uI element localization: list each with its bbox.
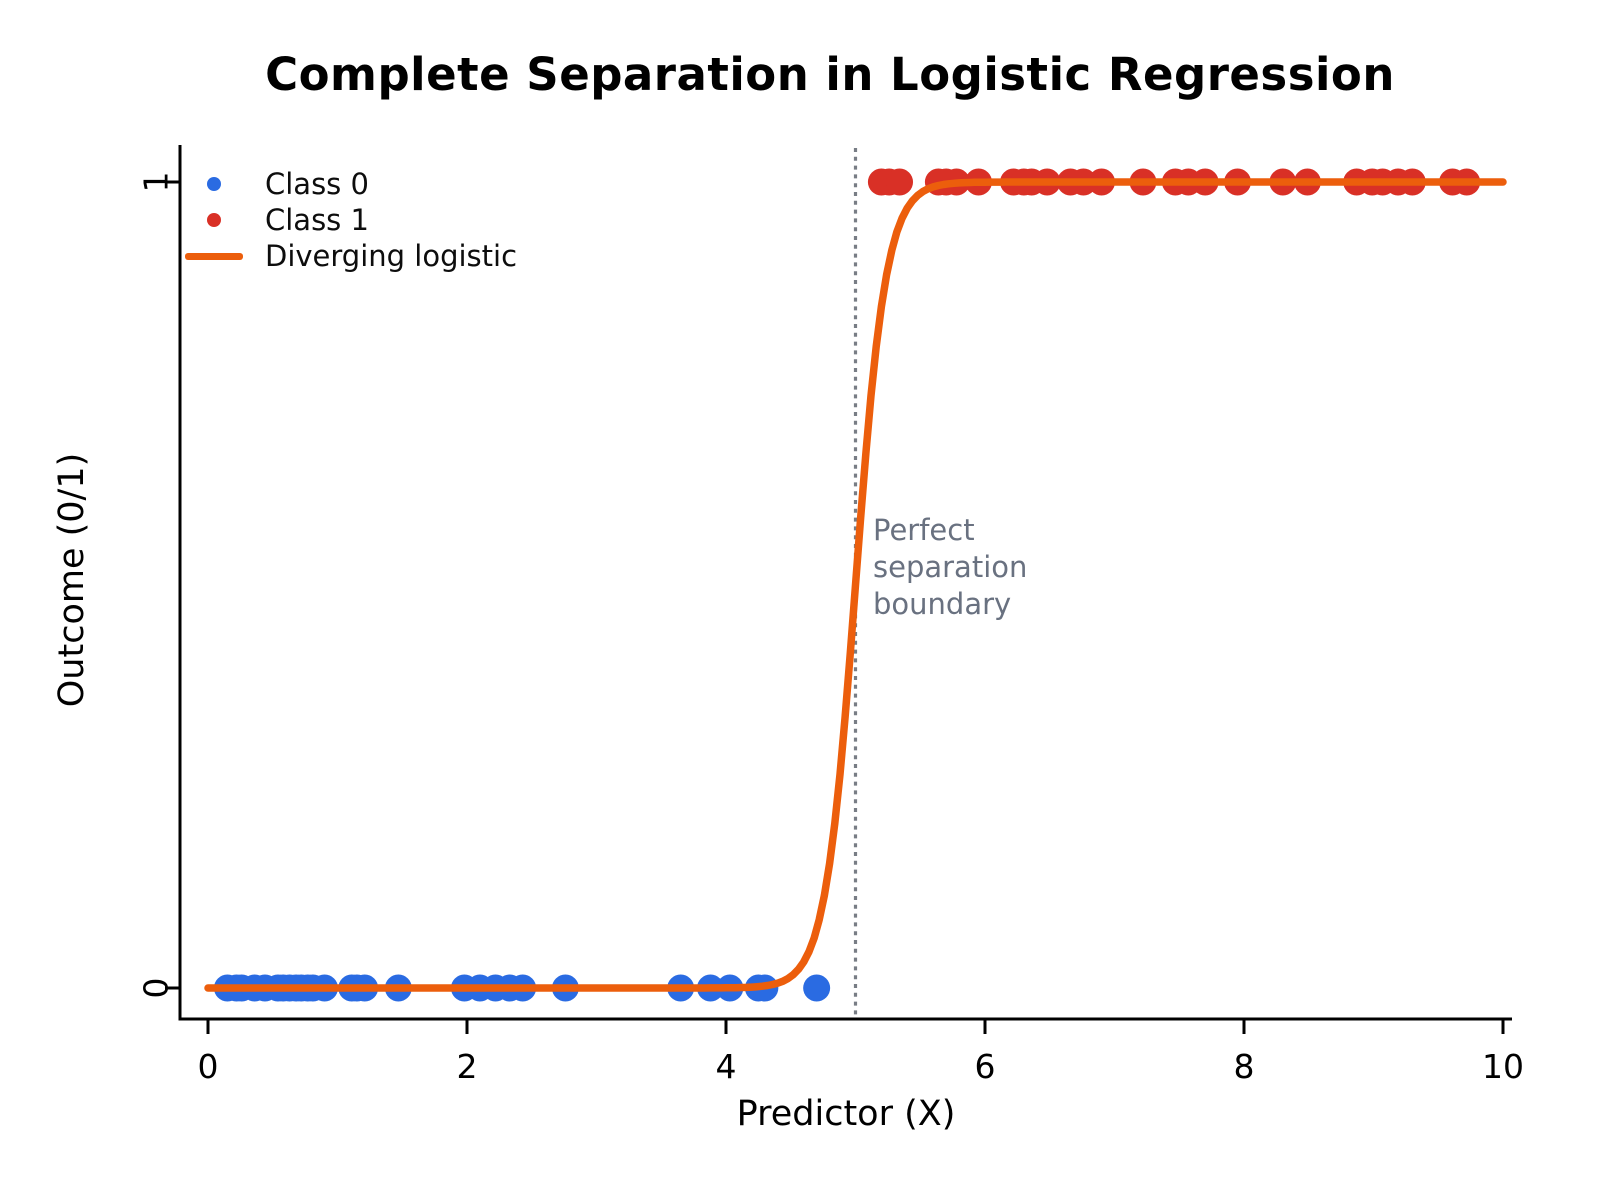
curve-line-icon (185, 252, 243, 260)
chart-title: Complete Separation in Logistic Regressi… (265, 48, 1395, 101)
legend-label-class1: Class 1 (265, 203, 369, 237)
annotation-line: Perfect (873, 513, 975, 547)
annotation-line: separation (873, 550, 1028, 584)
logistic-curve (204, 178, 1507, 992)
class1-point (886, 168, 914, 196)
legend-label-class0: Class 0 (265, 167, 369, 201)
legend-item-class1: Class 1 (185, 202, 517, 238)
y-tick-label: 1 (137, 172, 176, 193)
x-tick-label: 8 (1234, 1047, 1255, 1086)
x-tick-label: 4 (716, 1047, 737, 1086)
legend-swatch-wrap (185, 213, 243, 227)
class1-marker-icon (207, 213, 221, 227)
class0-point (803, 974, 831, 1002)
x-axis-label: Predictor (X) (736, 1094, 956, 1134)
legend-label-curve: Diverging logistic (265, 239, 518, 273)
x-tick-label: 10 (1482, 1047, 1524, 1086)
boundary-annotation: Perfect separation boundary (873, 512, 1027, 623)
x-tick-label: 0 (198, 1047, 219, 1086)
legend-swatch-wrap (185, 177, 243, 191)
legend-item-curve: Diverging logistic (185, 238, 517, 274)
x-tick-label: 6 (975, 1047, 996, 1086)
y-tick-label: 0 (137, 978, 176, 999)
legend: Class 0 Class 1 Diverging logistic (185, 166, 517, 274)
annotation-line: boundary (873, 587, 1012, 621)
legend-item-class0: Class 0 (185, 166, 517, 202)
y-axis-label: Outcome (0/1) (52, 452, 92, 708)
x-tick-label: 2 (457, 1047, 478, 1086)
legend-swatch-wrap (185, 252, 243, 260)
class0-marker-icon (207, 177, 221, 191)
